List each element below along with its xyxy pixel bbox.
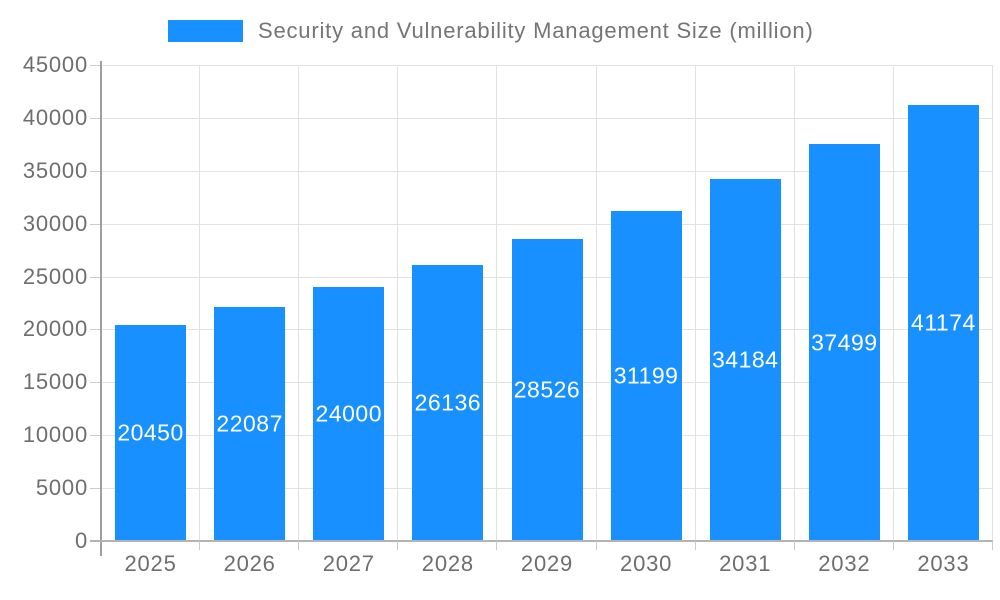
x-tick-label: 2029 bbox=[520, 551, 574, 576]
horizontal-gridline bbox=[101, 65, 993, 66]
vertical-gridline bbox=[496, 65, 498, 541]
bar-2026: 22087 bbox=[214, 307, 286, 541]
horizontal-gridline bbox=[101, 170, 993, 172]
x-tick-mark bbox=[694, 541, 696, 550]
x-tick-label: 2026 bbox=[223, 551, 276, 576]
y-tick-mark bbox=[90, 435, 101, 437]
y-tick-mark bbox=[90, 170, 101, 172]
x-tick-label: 2027 bbox=[322, 551, 375, 576]
bar-2025: 20450 bbox=[115, 324, 187, 541]
y-tick-label: 25000 bbox=[22, 263, 88, 289]
x-tick-mark bbox=[298, 541, 300, 550]
bar-value-label: 28526 bbox=[513, 376, 581, 403]
vertical-gridline bbox=[892, 65, 894, 541]
y-tick-mark bbox=[90, 382, 101, 384]
bar-value-label: 31199 bbox=[613, 362, 679, 389]
x-tick-mark bbox=[199, 541, 201, 550]
y-tick-label: 15000 bbox=[22, 369, 88, 395]
chart-legend: Security and Vulnerability Management Si… bbox=[168, 18, 814, 43]
y-tick-label: 40000 bbox=[22, 104, 88, 130]
x-tick-label: 2025 bbox=[124, 551, 177, 576]
y-tick-mark bbox=[90, 276, 101, 278]
bar-2028: 26136 bbox=[412, 264, 484, 541]
y-tick-label: 10000 bbox=[22, 422, 88, 448]
vertical-gridline bbox=[694, 65, 696, 541]
chart-title: Security and Vulnerability Management Si… bbox=[258, 18, 814, 43]
y-tick-label: 0 bbox=[74, 528, 88, 553]
y-tick-mark bbox=[90, 329, 101, 331]
x-tick-label: 2032 bbox=[818, 551, 871, 576]
bar-value-label: 20450 bbox=[117, 419, 184, 446]
horizontal-gridline bbox=[101, 117, 993, 119]
bar-2030: 31199 bbox=[610, 210, 682, 541]
horizontal-gridline bbox=[101, 223, 993, 225]
vertical-gridline bbox=[595, 65, 597, 541]
x-tick-mark bbox=[793, 541, 795, 550]
y-tick-mark bbox=[90, 223, 101, 225]
bar-2032: 37499 bbox=[808, 144, 880, 541]
x-tick-label: 2033 bbox=[917, 551, 970, 576]
bar-value-label: 34184 bbox=[711, 346, 779, 373]
vertical-gridline bbox=[992, 65, 993, 541]
y-tick-label: 30000 bbox=[22, 210, 88, 236]
x-axis-baseline bbox=[90, 540, 993, 542]
y-tick-label: 20000 bbox=[22, 316, 88, 342]
y-tick-label: 5000 bbox=[35, 475, 88, 501]
y-tick-mark bbox=[90, 488, 101, 490]
x-tick-label: 2028 bbox=[421, 551, 474, 576]
vertical-gridline bbox=[199, 65, 201, 541]
x-tick-mark bbox=[892, 541, 894, 550]
y-tick-mark bbox=[90, 65, 101, 66]
bar-2033: 41174 bbox=[907, 105, 979, 541]
x-tick-mark bbox=[595, 541, 597, 550]
bar-2029: 28526 bbox=[511, 239, 583, 541]
y-tick-label: 35000 bbox=[22, 157, 88, 183]
legend-swatch bbox=[168, 20, 243, 42]
y-tick-label: 45000 bbox=[22, 52, 88, 77]
y-tick-mark bbox=[90, 117, 101, 119]
y-axis-line bbox=[100, 61, 102, 556]
bar-2027: 24000 bbox=[313, 287, 385, 541]
bar-value-label: 41174 bbox=[911, 309, 976, 336]
vertical-gridline bbox=[793, 65, 795, 541]
bar-value-label: 24000 bbox=[315, 400, 382, 427]
plot-area: 20450 22087 24000 26136 28526 31199 34184 37499… bbox=[101, 65, 993, 541]
bar-value-label: 22087 bbox=[216, 410, 283, 437]
vertical-gridline bbox=[397, 65, 399, 541]
x-tick-mark bbox=[992, 541, 993, 550]
x-tick-mark bbox=[397, 541, 399, 550]
x-tick-label: 2031 bbox=[719, 551, 772, 576]
bar-value-label: 26136 bbox=[414, 389, 482, 416]
bar-value-label: 37499 bbox=[811, 329, 878, 356]
x-tick-mark bbox=[496, 541, 498, 550]
x-tick-label: 2030 bbox=[620, 551, 673, 576]
vertical-gridline bbox=[298, 65, 300, 541]
bar-2031: 34184 bbox=[709, 179, 781, 541]
